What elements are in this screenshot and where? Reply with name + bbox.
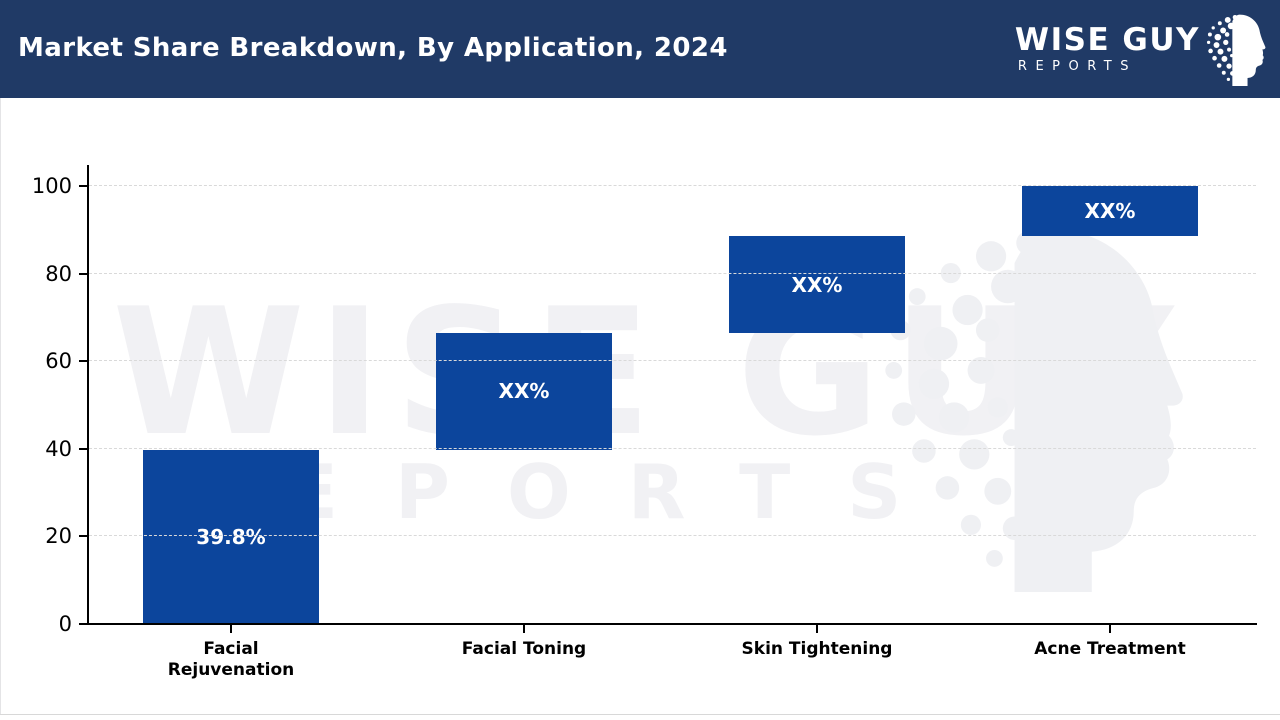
bar-value-label: 39.8% <box>196 524 266 549</box>
y-tick-label: 60 <box>45 349 72 374</box>
watermark-wordmark: WISE GUY <box>112 272 1186 475</box>
y-tick-label: 0 <box>58 612 72 636</box>
y-tick-label: 80 <box>45 261 72 286</box>
x-tick-mark <box>816 625 818 633</box>
gridline <box>89 447 1256 449</box>
x-category-label: Acne Treatment <box>1034 639 1186 659</box>
y-tick-mark <box>79 272 87 275</box>
y-tick-mark <box>79 185 87 187</box>
gridline <box>89 185 1256 186</box>
x-tick-mark <box>523 625 525 633</box>
bar-skin-tightening: XX% <box>729 236 905 333</box>
bar-value-label: XX% <box>791 272 843 297</box>
page-title: Market Share Breakdown, By Application, … <box>18 33 728 63</box>
y-tick-label: 20 <box>45 524 72 549</box>
gridline <box>89 360 1256 362</box>
bar-acne-treatment: XX% <box>1022 186 1198 237</box>
x-tick-mark <box>230 625 232 633</box>
wise-guy-logo: WISE GUY REPORTS <box>1015 8 1268 90</box>
gridline <box>89 535 1256 537</box>
y-tick-label: 100 <box>31 174 72 198</box>
y-tick-mark <box>79 447 87 450</box>
header: Market Share Breakdown, By Application, … <box>0 0 1280 98</box>
logo-text: WISE GUY REPORTS <box>1015 24 1200 75</box>
bar-value-label: XX% <box>498 379 550 404</box>
x-category-label: Facial Toning <box>461 639 587 659</box>
y-tick-label: 40 <box>45 436 72 461</box>
logo-subtext: REPORTS <box>1017 59 1138 75</box>
face-logo-icon <box>1206 14 1266 86</box>
bar-facial-rejuvenation: 39.8% <box>143 449 319 624</box>
x-tick-mark <box>1109 625 1111 633</box>
bar-facial-toning: XX% <box>436 332 612 450</box>
logo-wordmark: WISE GUY <box>1014 21 1200 58</box>
y-axis-line <box>87 165 89 624</box>
bottom-border-line <box>0 714 1280 715</box>
x-category-label: Skin Tightening <box>741 639 893 659</box>
y-tick-mark <box>79 623 87 625</box>
y-tick-mark <box>79 360 87 363</box>
left-border-line <box>0 98 1 714</box>
gridline <box>89 272 1256 274</box>
x-category-label: Facial Rejuvenation <box>167 639 295 681</box>
y-tick-mark <box>79 535 87 538</box>
x-axis-line <box>87 623 1257 625</box>
chart-area: WISE GUY REPORTS 39.8% XX% XX% XX% 0 20 40 60 80… <box>0 98 1280 720</box>
bar-value-label: XX% <box>1084 199 1136 224</box>
